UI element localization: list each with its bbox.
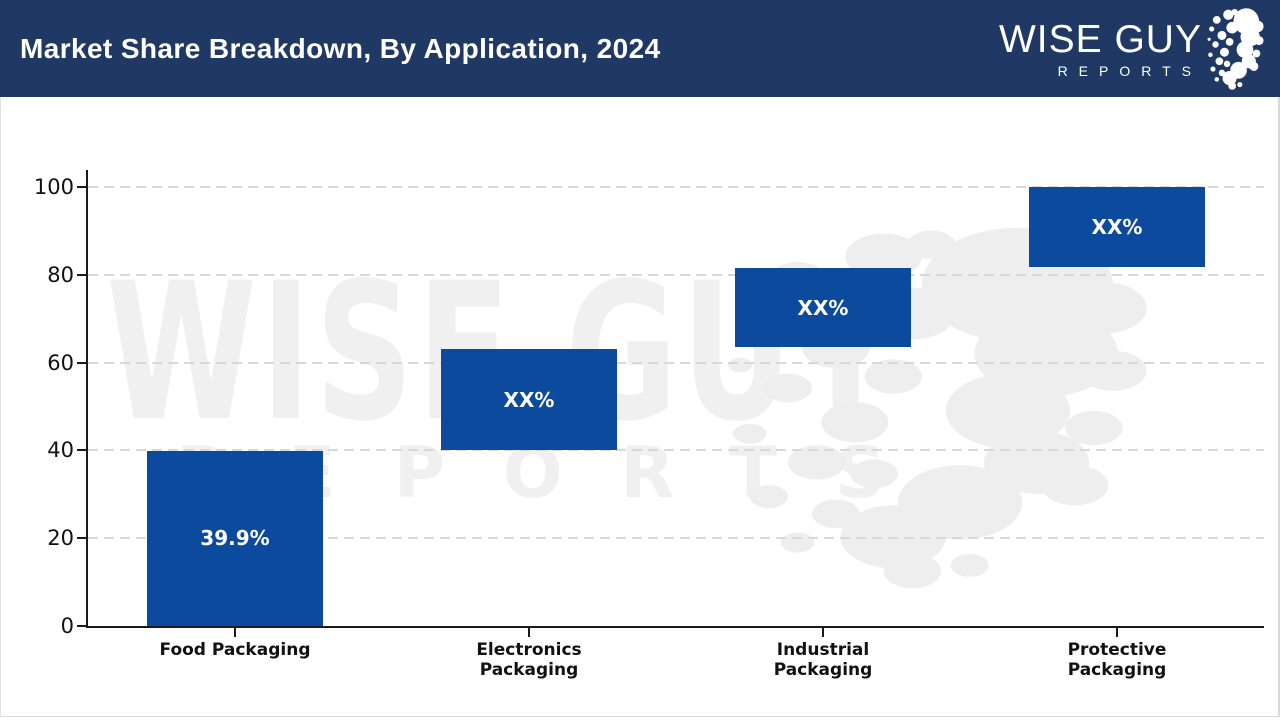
bar-value-label: XX%	[503, 387, 555, 412]
logo-wordmark: WISE GUY	[998, 18, 1202, 61]
frame-left-border	[0, 97, 1, 717]
y-tick-label-100: 100	[33, 175, 74, 199]
bar-industrial-packaging	[735, 268, 911, 348]
x-category-label-3: Industrial Packaging	[773, 640, 873, 680]
y-tick-label-60: 60	[47, 350, 74, 375]
brand-logo: WISE GUY REPORTS	[999, 6, 1268, 92]
x-tick-1	[234, 628, 236, 637]
y-tick-0	[77, 625, 86, 627]
y-tick-40	[77, 449, 86, 452]
y-tick-label-0: 0	[60, 614, 74, 638]
x-axis-line	[86, 626, 1264, 628]
brand-logo-text: WISE GUY REPORTS	[999, 20, 1202, 78]
y-tick-20	[77, 537, 86, 540]
gridline-40	[88, 449, 1264, 452]
frame-right-border	[1278, 97, 1280, 717]
logo-subtitle: REPORTS	[1057, 63, 1202, 79]
y-tick-80	[77, 273, 86, 276]
y-tick-label-20: 20	[47, 526, 74, 551]
y-tick-100	[77, 186, 86, 188]
bar-electronics-packaging	[441, 349, 617, 451]
bar-protective-packaging	[1029, 187, 1205, 267]
gridline-60	[88, 361, 1264, 364]
page-title: Market Share Breakdown, By Application, …	[20, 32, 661, 64]
x-tick-3	[822, 628, 824, 637]
frame-bottom-border	[0, 716, 1280, 717]
bar-value-label: XX%	[1091, 214, 1143, 239]
header: Market Share Breakdown, By Application, …	[0, 0, 1280, 97]
gridline-80	[88, 273, 1264, 276]
bar-value-label: XX%	[797, 295, 849, 320]
x-tick-2	[528, 628, 530, 637]
bar-value-label: 39.9%	[200, 526, 270, 551]
gridline-100	[88, 186, 1264, 188]
gridline-20	[88, 537, 1264, 540]
x-category-label-4: Protective Packaging	[1067, 640, 1167, 680]
x-tick-4	[1116, 628, 1118, 637]
y-tick-label-40: 40	[47, 438, 74, 463]
y-tick-label-80: 80	[47, 262, 74, 287]
x-category-label-2: Electronics Packaging	[476, 640, 582, 680]
y-axis-line	[86, 170, 88, 628]
x-category-label-1: Food Packaging	[159, 640, 311, 660]
bar-food-packaging	[147, 450, 323, 626]
logo-head-icon	[1207, 8, 1264, 90]
y-tick-60	[77, 361, 86, 364]
